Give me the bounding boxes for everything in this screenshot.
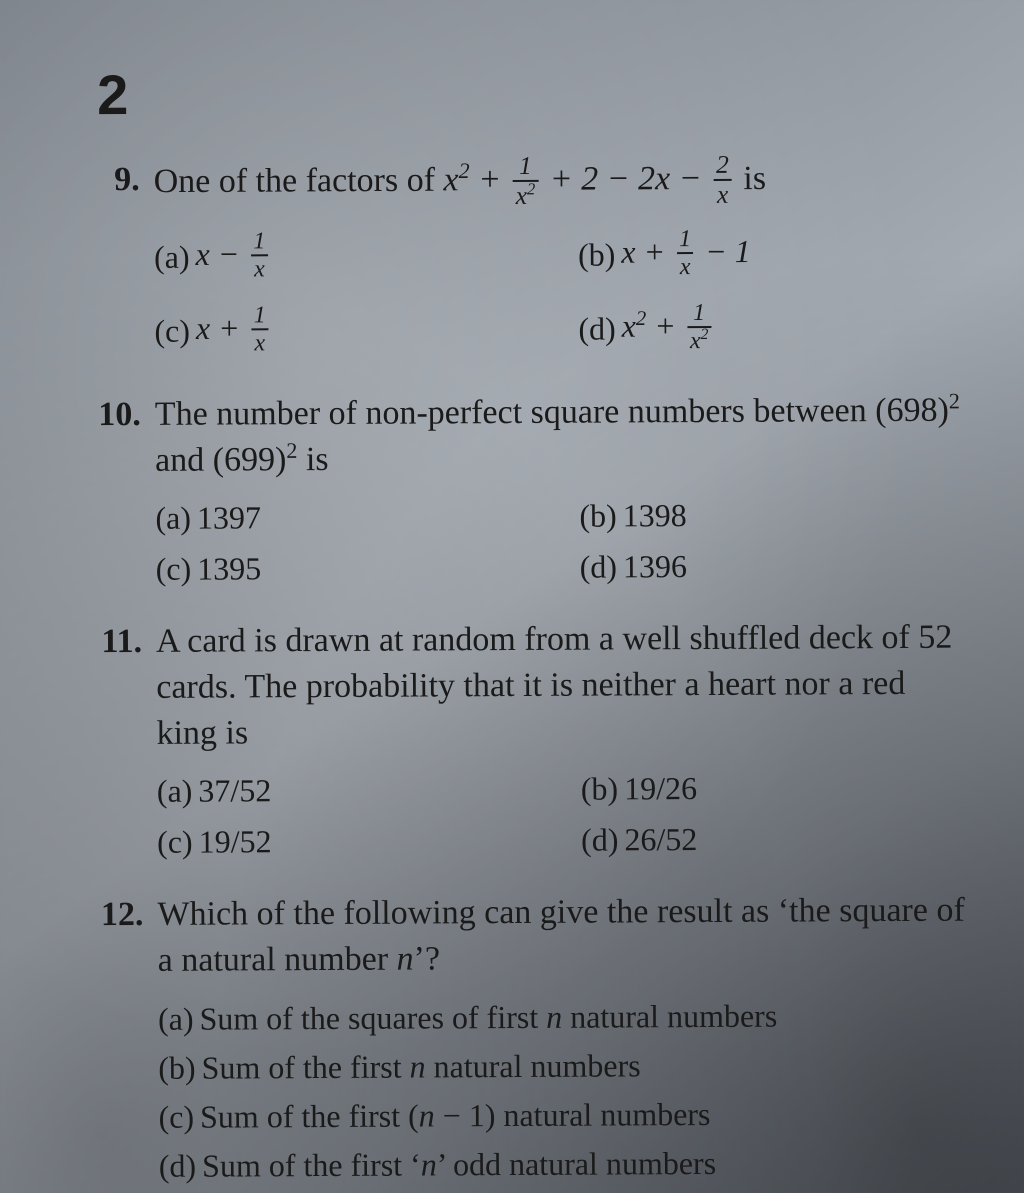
option-d: (d) 26/52	[581, 818, 965, 862]
option-math: x − 1x	[195, 231, 271, 283]
option-math: x + 1x	[196, 305, 272, 357]
option-label: (b)	[578, 235, 616, 277]
option-value: 19/26	[624, 768, 697, 810]
question-number: 10.	[89, 392, 141, 438]
question-9: 9. One of the factors of x2 + 1x2 + 2 − …	[88, 153, 963, 365]
options-list: (a) Sum of the squares of first n natura…	[158, 993, 967, 1188]
option-label: (d)	[578, 309, 616, 351]
option-math: x + 1x − 1	[621, 229, 751, 282]
option-label: (b)	[579, 495, 617, 537]
option-value: Sum of the first ‘n’ odd natural numbers	[202, 1142, 716, 1188]
option-value: 19/52	[199, 821, 272, 863]
option-value: Sum of the first (n − 1) natural numbers	[200, 1093, 711, 1139]
option-label: (d)	[159, 1145, 197, 1188]
option-value: 1397	[197, 497, 261, 539]
option-value: 26/52	[624, 819, 697, 861]
page-number: 2	[97, 58, 961, 128]
options-grid: (a) x − 1x (b) x + 1x − 1 (c) x + 1x (d)…	[154, 222, 963, 364]
option-c: (c) x + 1x	[154, 298, 538, 364]
options-grid: (a) 1397 (b) 1398 (c) 1395 (d) 1396	[155, 493, 963, 590]
option-value: 37/52	[198, 770, 271, 812]
option-label: (a)	[157, 770, 193, 812]
question-text: A card is drawn at random from a well sh…	[156, 615, 965, 757]
option-label: (c)	[158, 1096, 194, 1139]
option-label: (d)	[580, 547, 618, 589]
question-12: 12. Which of the following can give the …	[91, 887, 967, 1188]
option-value: Sum of the first n natural numbers	[202, 1044, 641, 1089]
question-11: 11. A card is drawn at random from a wel…	[90, 615, 965, 864]
option-a: (a) x − 1x	[154, 224, 538, 290]
option-a: (a) Sum of the squares of first n natura…	[158, 993, 966, 1040]
stem-suffix: is	[735, 160, 766, 197]
option-label: (b)	[158, 1046, 196, 1089]
page-container: 2 9. One of the factors of x2 + 1x2 + 2 …	[0, 0, 1024, 1193]
option-value: Sum of the squares of first n natural nu…	[199, 994, 777, 1040]
question-10: 10. The number of non-perfect square num…	[89, 388, 964, 592]
option-a: (a) 1397	[155, 496, 539, 540]
question-number: 12.	[91, 892, 143, 938]
option-label: (b)	[581, 768, 619, 810]
stem-prefix: One of the factors of	[154, 162, 444, 201]
option-value: 1396	[623, 546, 687, 588]
option-label: (a)	[154, 237, 190, 279]
option-b: (b) 1398	[579, 493, 963, 537]
option-d: (d) Sum of the first ‘n’ odd natural num…	[159, 1141, 967, 1188]
option-label: (d)	[581, 820, 619, 862]
stem-math: x2 + 1x2 + 2 − 2x − 2x	[443, 160, 735, 199]
option-b: (b) 19/26	[581, 766, 965, 810]
option-label: (c)	[157, 822, 193, 864]
option-label: (c)	[154, 311, 190, 353]
option-label: (c)	[156, 549, 192, 591]
option-b: (b) x + 1x − 1	[578, 222, 962, 288]
question-text: The number of non-perfect square numbers…	[155, 388, 963, 484]
option-d: (d) 1396	[580, 545, 964, 589]
option-b: (b) Sum of the first n natural numbers	[158, 1042, 966, 1089]
option-c: (c) 19/52	[157, 820, 541, 864]
option-label: (a)	[158, 997, 194, 1040]
option-label: (a)	[155, 497, 191, 539]
question-text: One of the factors of x2 + 1x2 + 2 − 2x …	[154, 153, 962, 212]
option-c: (c) Sum of the first (n − 1) natural num…	[158, 1092, 966, 1139]
option-a: (a) 37/52	[157, 768, 541, 812]
option-c: (c) 1395	[156, 547, 540, 591]
option-value: 1395	[197, 549, 261, 591]
question-number: 11.	[90, 619, 142, 665]
option-value: 1398	[623, 495, 687, 537]
options-grid: (a) 37/52 (b) 19/26 (c) 19/52 (d) 26/52	[157, 766, 965, 863]
option-d: (d) x2 + 1x2	[578, 296, 962, 362]
question-number: 9.	[88, 157, 140, 203]
option-math: x2 + 1x2	[622, 303, 715, 355]
question-text: Which of the following can give the resu…	[157, 887, 965, 983]
